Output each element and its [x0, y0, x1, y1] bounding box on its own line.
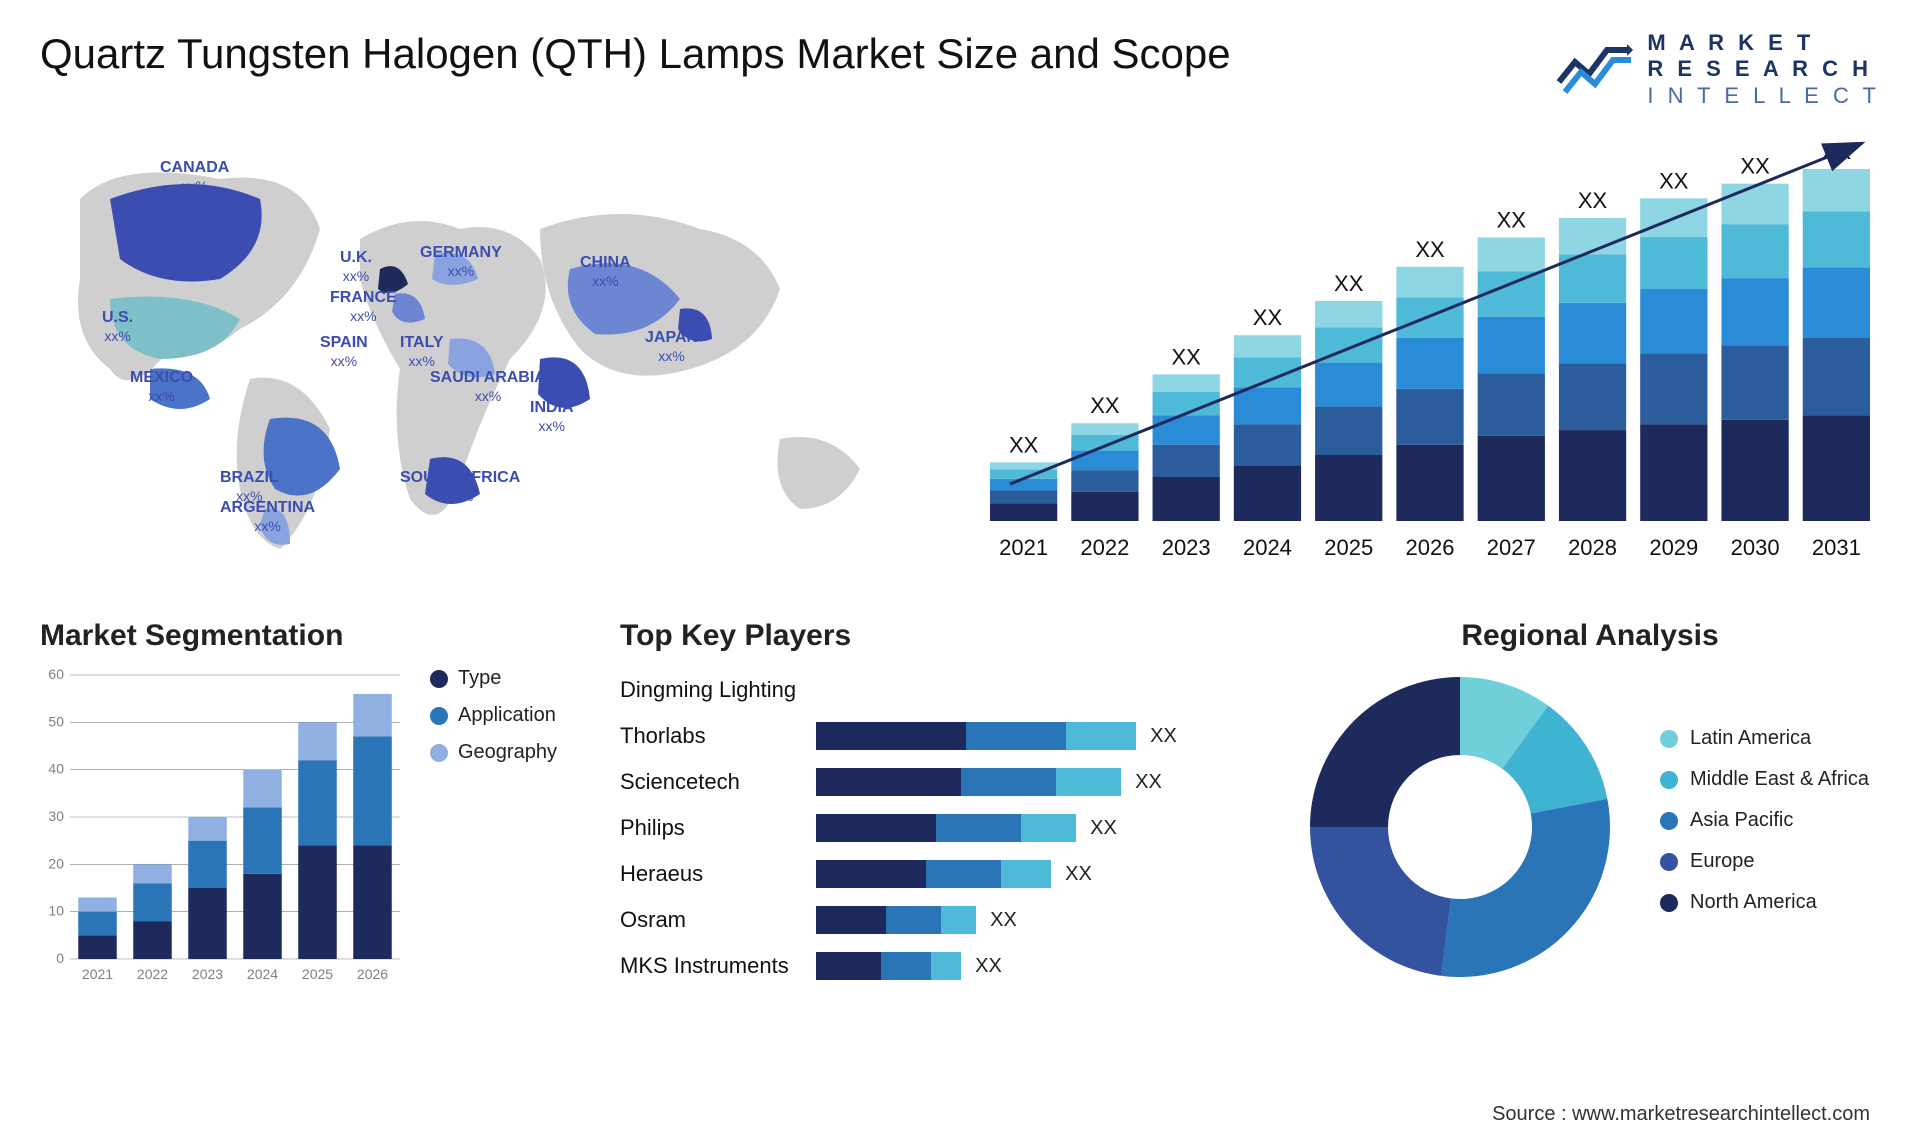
map-label: GERMANYxx% — [420, 244, 502, 278]
svg-text:40: 40 — [48, 761, 64, 777]
map-label: CANADAxx% — [160, 159, 229, 193]
world-map-panel: CANADAxx%U.S.xx%MEXICOxx%BRAZILxx%ARGENT… — [40, 139, 950, 569]
player-name: Osram — [620, 897, 796, 943]
logo-text-1a: M A R K E T — [1647, 30, 1814, 55]
player-name: Thorlabs — [620, 713, 796, 759]
svg-text:2025: 2025 — [302, 966, 333, 982]
svg-text:XX: XX — [1253, 305, 1283, 330]
players-bars: XXXXXXXXXXXX — [816, 667, 1260, 989]
player-bar-row: XX — [816, 943, 1260, 989]
legend-item: Asia Pacific — [1660, 809, 1869, 832]
svg-text:XX: XX — [1172, 345, 1202, 370]
svg-text:2028: 2028 — [1568, 535, 1617, 560]
svg-text:20: 20 — [48, 856, 64, 872]
segmentation-panel: Market Segmentation 0 10 20 30 40 50 60 2021 202… — [40, 619, 580, 1039]
svg-text:2025: 2025 — [1324, 535, 1373, 560]
svg-text:XX: XX — [1659, 169, 1689, 194]
player-name: Dingming Lighting — [620, 667, 796, 713]
legend-item: Europe — [1660, 850, 1869, 873]
svg-text:XX: XX — [1415, 237, 1445, 262]
map-label: SOUTH AFRICAxx% — [400, 469, 520, 503]
player-name: MKS Instruments — [620, 943, 796, 989]
source-text: Source : www.marketresearchintellect.com — [1492, 1103, 1870, 1126]
map-label: JAPANxx% — [645, 329, 698, 363]
svg-text:2021: 2021 — [82, 966, 113, 982]
svg-text:2021: 2021 — [999, 535, 1048, 560]
legend-item: North America — [1660, 891, 1869, 914]
svg-text:0: 0 — [56, 950, 64, 966]
svg-text:60: 60 — [48, 667, 64, 682]
svg-text:XX: XX — [1822, 139, 1852, 164]
svg-text:2026: 2026 — [1406, 535, 1455, 560]
segmentation-chart: 0 10 20 30 40 50 60 2021 2022 2023 2024 2025 2026 — [40, 667, 400, 987]
svg-text:2024: 2024 — [1243, 535, 1292, 560]
player-name: Heraeus — [620, 851, 796, 897]
player-bar-row: XX — [816, 805, 1260, 851]
regional-legend: Latin America Middle East & Africa Asia Pa… — [1660, 727, 1869, 932]
svg-text:2029: 2029 — [1649, 535, 1698, 560]
legend-item: Application — [430, 704, 557, 727]
legend-item: Middle East & Africa — [1660, 768, 1869, 791]
svg-text:10: 10 — [48, 903, 64, 919]
logo-text-1b: R E S E A R C H — [1647, 56, 1872, 81]
map-label: SAUDI ARABIAxx% — [430, 369, 546, 403]
player-name: Sciencetech — [620, 759, 796, 805]
svg-text:2022: 2022 — [137, 966, 168, 982]
svg-text:XX: XX — [1334, 271, 1364, 296]
svg-text:2031: 2031 — [1812, 535, 1861, 560]
players-panel: Top Key Players Dingming LightingThorlab… — [620, 619, 1260, 1039]
world-map — [40, 139, 950, 569]
map-label: ITALYxx% — [400, 334, 444, 368]
players-labels: Dingming LightingThorlabsSciencetechPhil… — [620, 667, 796, 989]
legend-item: Geography — [430, 741, 557, 764]
regional-title: Regional Analysis — [1300, 619, 1880, 653]
map-label: MEXICOxx% — [130, 369, 193, 403]
player-bar-row: XX — [816, 851, 1260, 897]
svg-text:2024: 2024 — [247, 966, 278, 982]
map-label: FRANCExx% — [330, 289, 397, 323]
legend-item: Latin America — [1660, 727, 1869, 750]
page-title: Quartz Tungsten Halogen (QTH) Lamps Mark… — [40, 30, 1231, 78]
map-label: ARGENTINAxx% — [220, 499, 315, 533]
svg-text:XX: XX — [1497, 208, 1527, 233]
svg-text:2026: 2026 — [357, 966, 388, 982]
svg-text:2030: 2030 — [1731, 535, 1780, 560]
svg-text:30: 30 — [48, 808, 64, 824]
svg-text:XX: XX — [1009, 433, 1039, 458]
svg-text:2022: 2022 — [1080, 535, 1129, 560]
svg-text:XX: XX — [1090, 393, 1120, 418]
regional-donut — [1300, 667, 1620, 987]
svg-text:XX: XX — [1740, 154, 1770, 179]
segmentation-legend: Type Application Geography — [430, 667, 557, 987]
logo-icon — [1555, 38, 1633, 102]
growth-chart: XX 2021 XX 2022 XX 2023 XX 2024 XX 2025 XX 2026 XX 20… — [990, 139, 1880, 569]
player-bar-row: XX — [816, 897, 1260, 943]
player-bar-row: XX — [816, 713, 1260, 759]
map-label: U.S.xx% — [102, 309, 133, 343]
regional-panel: Regional Analysis Latin America Middle Ea… — [1300, 619, 1880, 1039]
logo-text-2: I N T E L L E C T — [1647, 83, 1880, 108]
map-label: INDIAxx% — [530, 399, 574, 433]
svg-text:2023: 2023 — [1162, 535, 1211, 560]
map-label: SPAINxx% — [320, 334, 368, 368]
segmentation-title: Market Segmentation — [40, 619, 580, 653]
legend-item: Type — [430, 667, 557, 690]
map-label: U.K.xx% — [340, 249, 372, 283]
svg-text:XX: XX — [1578, 188, 1608, 213]
map-label: CHINAxx% — [580, 254, 631, 288]
svg-text:2023: 2023 — [192, 966, 223, 982]
player-name: Philips — [620, 805, 796, 851]
svg-text:2027: 2027 — [1487, 535, 1536, 560]
brand-logo: M A R K E T R E S E A R C H I N T E L L … — [1555, 30, 1880, 109]
players-title: Top Key Players — [620, 619, 1260, 653]
svg-text:50: 50 — [48, 714, 64, 730]
player-bar-row: XX — [816, 759, 1260, 805]
